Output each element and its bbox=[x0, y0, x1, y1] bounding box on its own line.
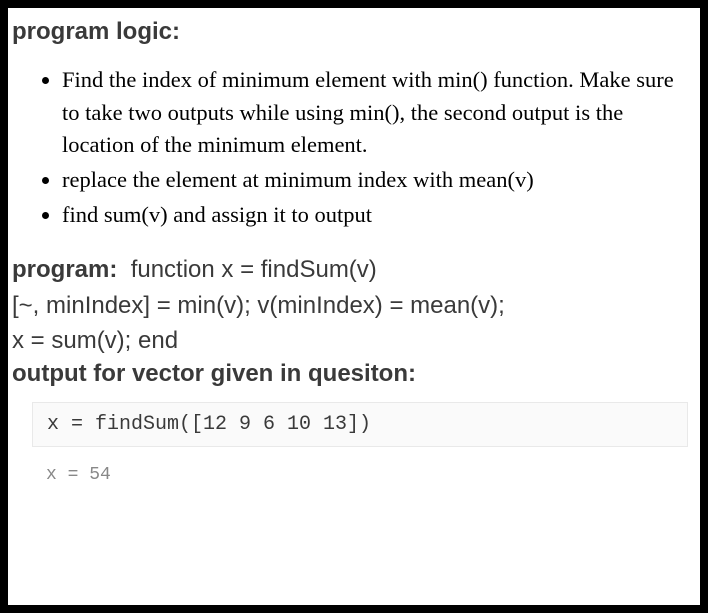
outer-border: program logic: Find the index of minimum… bbox=[0, 0, 708, 613]
code-output-line: x = 54 bbox=[32, 465, 700, 485]
code-input-block: x = findSum([12 9 6 10 13]) bbox=[32, 402, 688, 447]
bullet-item: find sum(v) and assign it to output bbox=[62, 199, 682, 232]
document-page: program logic: Find the index of minimum… bbox=[8, 8, 700, 605]
output-heading: output for vector given in quesiton: bbox=[12, 360, 700, 388]
program-signature: function x = findSum(v) bbox=[131, 256, 377, 283]
bullet-item: replace the element at minimum index wit… bbox=[62, 164, 682, 197]
logic-bullet-list: Find the index of minimum element with m… bbox=[26, 64, 682, 231]
program-line-1: program: function x = findSum(v) bbox=[12, 253, 700, 287]
program-line-2: [~, minIndex] = min(v); v(minIndex) = me… bbox=[12, 289, 700, 323]
bullet-item: Find the index of minimum element with m… bbox=[62, 64, 682, 162]
program-line-3: x = sum(v); end bbox=[12, 324, 700, 358]
program-label: program: bbox=[12, 256, 117, 283]
program-logic-heading: program logic: bbox=[12, 18, 700, 46]
